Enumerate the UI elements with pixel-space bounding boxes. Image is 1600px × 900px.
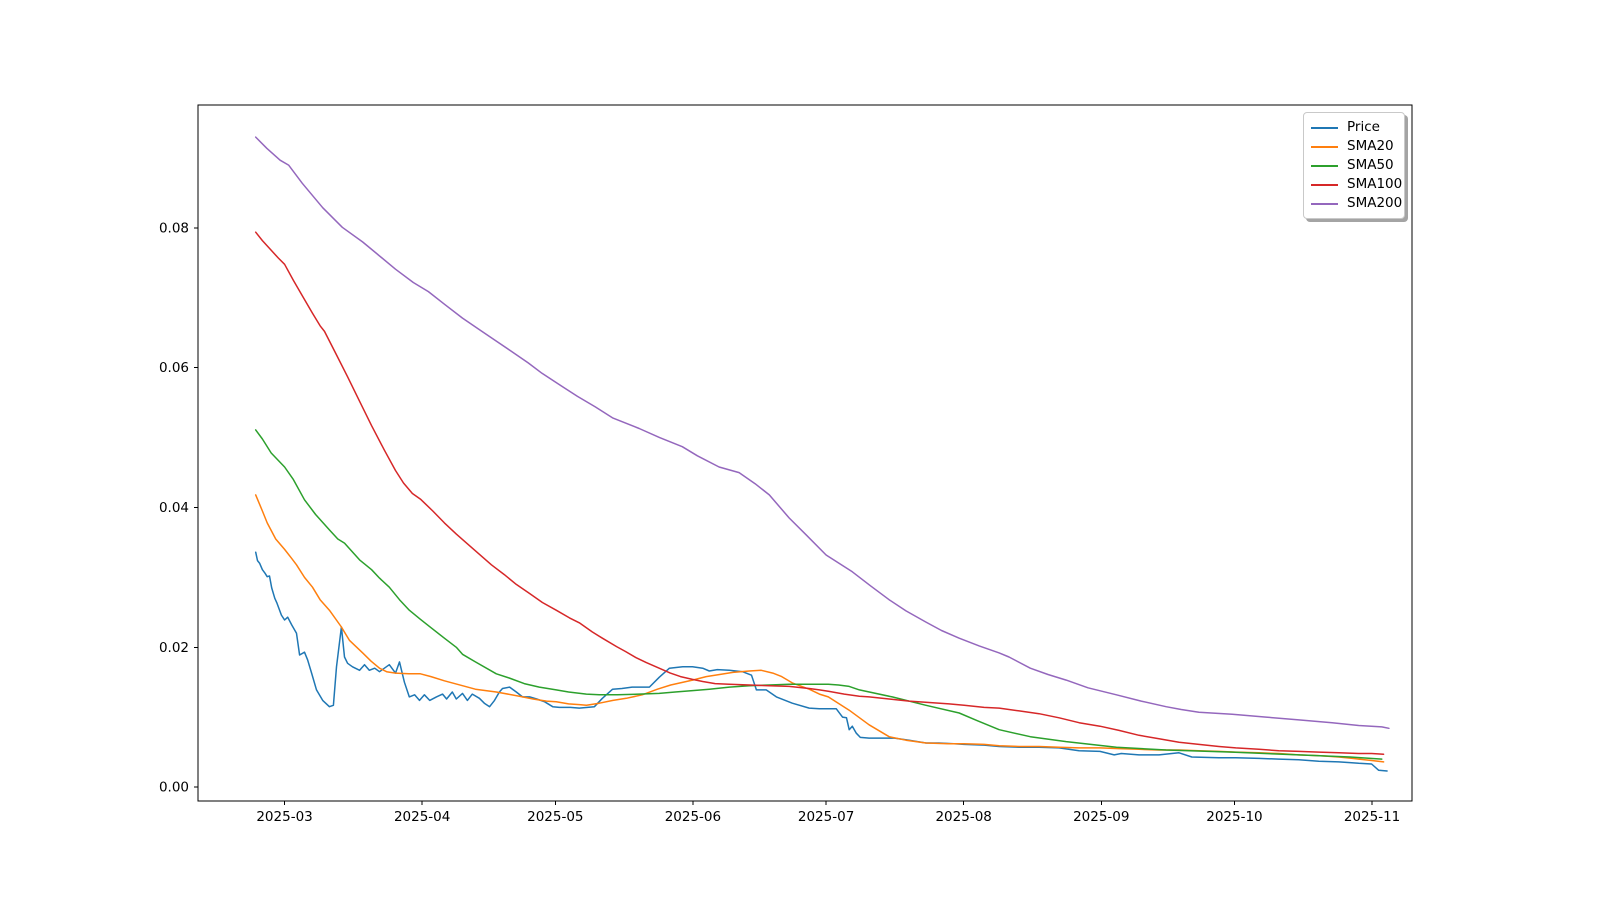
y-tick-label: 0.06 [159,360,189,376]
y-tick-label: 0.08 [159,220,189,236]
x-tick-label: 2025-06 [665,809,721,825]
legend-label: SMA200 [1347,194,1403,211]
x-tick-label: 2025-10 [1206,809,1262,825]
y-tick-label: 0.00 [159,780,189,796]
x-tick-label: 2025-09 [1073,809,1129,825]
x-tick-label: 2025-07 [798,809,854,825]
x-tick-label: 2025-08 [935,809,991,825]
legend-label: SMA50 [1347,156,1394,173]
legend-label: Price [1347,118,1380,135]
y-tick-label: 0.04 [159,500,189,516]
series-line-sma100 [254,231,1385,755]
series-line-sma200 [254,136,1390,730]
y-tick-label: 0.02 [159,640,189,656]
legend-item: Price [1311,118,1400,137]
legend-item: SMA200 [1311,194,1403,213]
legend-item: SMA50 [1311,156,1400,175]
x-tick-label: 2025-04 [394,809,450,825]
plot-area [197,104,1413,802]
x-tick-label: 2025-05 [527,809,583,825]
legend-label: SMA100 [1347,175,1403,192]
series-line-sma50 [254,429,1383,760]
x-tick-label: 2025-11 [1344,809,1400,825]
legend-label: SMA20 [1347,137,1394,154]
legend-swatch-sma200 [1311,202,1338,205]
legend: Price SMA20 SMA50 SMA100 SMA200 [1303,112,1405,219]
legend-swatch-price [1311,126,1338,129]
legend-item: SMA20 [1311,137,1400,156]
x-tick-label: 2025-03 [256,809,312,825]
legend-swatch-sma50 [1311,164,1338,167]
legend-swatch-sma100 [1311,183,1338,186]
legend-swatch-sma20 [1311,145,1338,148]
legend-item: SMA100 [1311,175,1403,194]
